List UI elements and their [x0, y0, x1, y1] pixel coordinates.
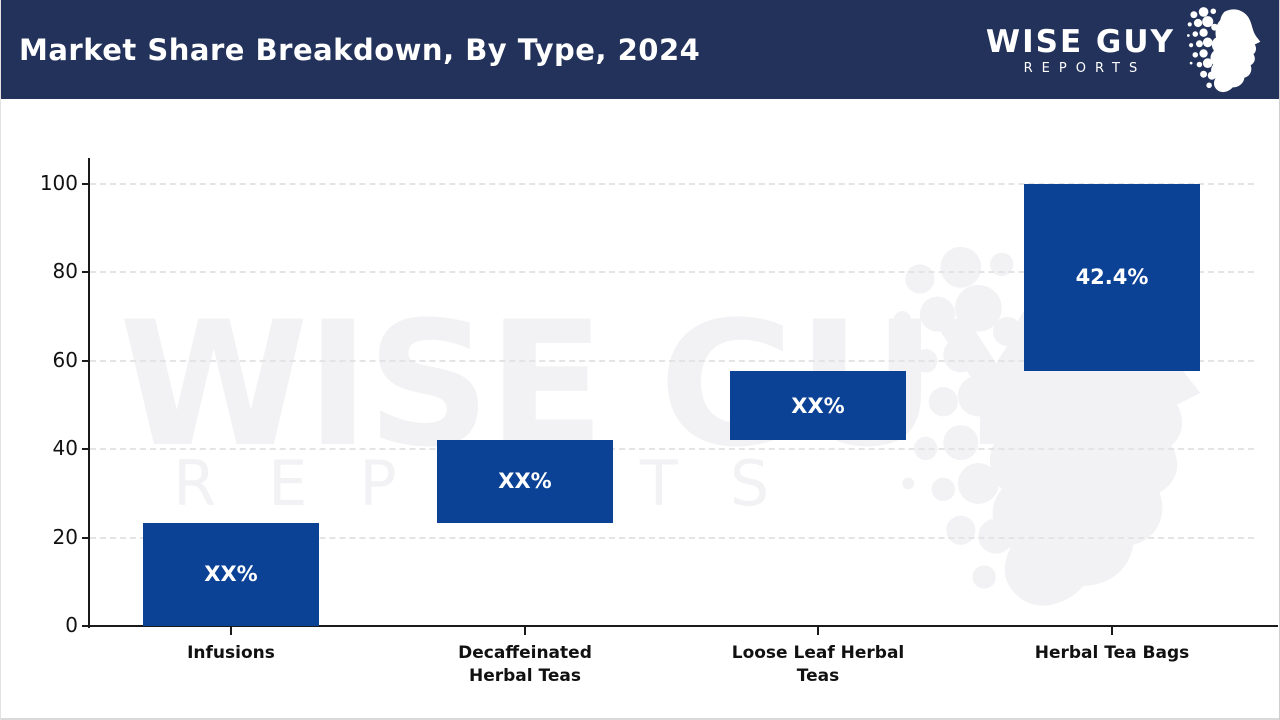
- y-tick-mark-20: [82, 536, 90, 539]
- bar-2: XX%: [437, 440, 613, 523]
- x-axis: [88, 625, 1278, 627]
- page-title: Market Share Breakdown, By Type, 2024: [19, 32, 701, 67]
- y-tick-label-40: 40: [52, 436, 78, 461]
- bar-value-label-1: XX%: [204, 562, 258, 587]
- bar-value-label-2: XX%: [498, 469, 552, 494]
- brand-subtitle: REPORTS: [1023, 60, 1147, 76]
- y-tick-label-80: 80: [52, 259, 78, 284]
- x-tick-label-4: Herbal Tea Bags: [1034, 643, 1190, 663]
- bar-4: 42.4%: [1024, 183, 1200, 371]
- x-tick-mark-2: [524, 627, 526, 635]
- y-tick-mark-100: [82, 183, 90, 185]
- y-tick-label-0: 0: [65, 613, 78, 637]
- header: Market Share Breakdown, By Type, 2024 WI…: [1, 0, 1279, 99]
- chart-area: WISE GUY REPORTS 020406080100XX%Infusion…: [1, 99, 1279, 720]
- bar-1: XX%: [143, 522, 319, 626]
- y-axis: [88, 158, 90, 628]
- y-tick-label-100: 100: [39, 171, 78, 195]
- gridline-40: [90, 448, 1254, 451]
- gridline-60: [90, 359, 1254, 362]
- brand-name: WISE GUY: [985, 23, 1175, 60]
- logo-head-icon: [1181, 5, 1267, 95]
- bar-value-label-3: XX%: [791, 393, 845, 418]
- gridline-20: [90, 536, 1254, 539]
- x-tick-label-3: Loose Leaf Herbal Teas: [731, 643, 905, 686]
- x-tick-label-1: Infusions: [187, 643, 275, 663]
- y-tick-mark-0: [82, 625, 90, 627]
- brand-wordmark: WISE GUY REPORTS: [986, 24, 1175, 76]
- gridline-100: [90, 183, 1254, 185]
- x-tick-mark-3: [817, 627, 819, 635]
- y-tick-mark-60: [82, 359, 90, 362]
- x-tick-mark-4: [1111, 627, 1113, 635]
- y-tick-label-20: 20: [52, 524, 78, 549]
- bar-3: XX%: [730, 370, 906, 441]
- x-tick-mark-1: [230, 627, 232, 635]
- x-tick-label-2: Decaffeinated Herbal Teas: [458, 643, 592, 686]
- bar-value-label-4: 42.4%: [1075, 265, 1149, 290]
- y-tick-mark-40: [82, 448, 90, 451]
- y-tick-mark-80: [82, 271, 90, 274]
- gridline-80: [90, 271, 1254, 274]
- y-tick-label-60: 60: [52, 347, 78, 372]
- bottom-edge-line: [1, 718, 1279, 720]
- brand-logo: WISE GUY REPORTS: [986, 0, 1267, 99]
